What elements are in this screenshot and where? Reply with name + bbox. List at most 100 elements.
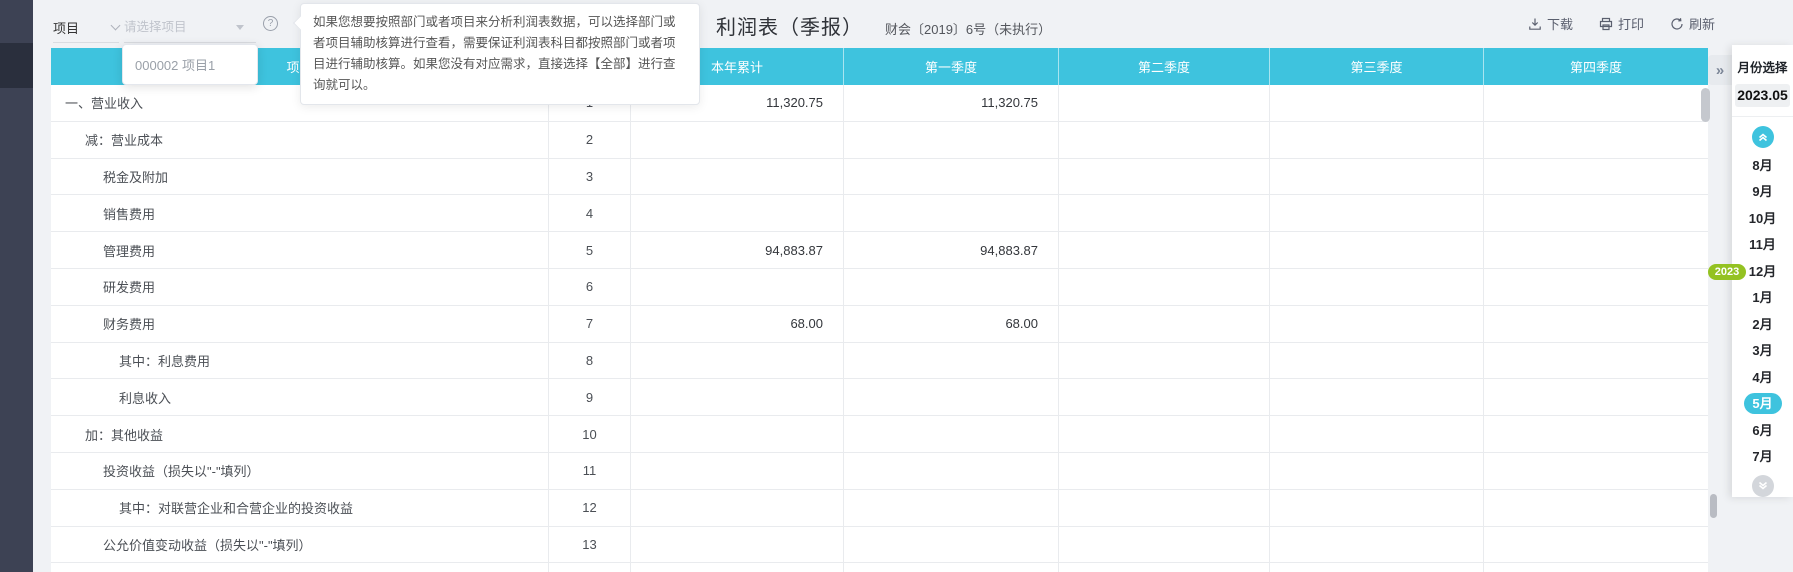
cell-ytd — [631, 158, 844, 195]
dropdown-caret-icon — [236, 24, 244, 30]
table-row — [51, 563, 1708, 572]
row-line-number: 2 — [549, 121, 631, 158]
cell-q4 — [1484, 490, 1708, 526]
cell-q2 — [1059, 195, 1270, 232]
cell-q4 — [1484, 306, 1708, 342]
printer-icon — [1599, 17, 1613, 30]
row-item-label: 财务费用 — [51, 305, 549, 342]
cell-q3 — [1270, 232, 1484, 268]
cell-ytd — [631, 342, 844, 379]
month-item[interactable]: 12月 — [1748, 263, 1777, 279]
page-scrollbar-thumb[interactable] — [1710, 494, 1717, 518]
project-type-select[interactable]: 项目 — [53, 12, 121, 43]
cell-q4 — [1484, 563, 1708, 572]
cell-ytd — [631, 121, 844, 158]
column-header-q2: 第二季度 — [1059, 48, 1270, 85]
table-row: 加：其他收益 10 — [51, 416, 1708, 453]
cell-q2 — [1059, 268, 1270, 305]
year-badge: 2023 — [1708, 264, 1746, 280]
month-item[interactable]: 5月 — [1732, 391, 1793, 418]
row-item-label: 研发费用 — [51, 268, 549, 305]
month-item[interactable]: 3月 — [1752, 343, 1773, 359]
table-row: 研发费用 6 — [51, 268, 1708, 306]
row-line-number: 5 — [549, 232, 631, 268]
cell-q4 — [1484, 343, 1708, 379]
project-dropdown: 000002 项目1 — [122, 44, 258, 85]
row-line-number: 7 — [549, 305, 631, 342]
row-line-number: 4 — [549, 195, 631, 232]
refresh-icon — [1671, 17, 1683, 30]
cell-q1 — [844, 121, 1059, 158]
project-search-input[interactable] — [124, 20, 236, 34]
month-item[interactable]: 2月 — [1752, 316, 1773, 332]
cell-ytd — [631, 416, 844, 452]
table-row: 管理费用 5 94,883.87 94,883.87 — [51, 232, 1708, 269]
cell-ytd — [631, 563, 844, 572]
cell-q1 — [844, 563, 1059, 572]
column-header-q3: 第三季度 — [1270, 48, 1484, 85]
cell-q1 — [844, 158, 1059, 195]
cell-q1 — [844, 416, 1059, 452]
selected-period: 2023.05 — [1735, 84, 1790, 107]
cell-q4 — [1484, 379, 1708, 415]
active-nav-item[interactable] — [0, 43, 33, 88]
project-picker[interactable] — [124, 12, 256, 43]
left-nav-rail[interactable] — [0, 0, 33, 572]
project-dropdown-option[interactable]: 000002 项目1 — [135, 58, 216, 73]
download-button[interactable]: 下载 — [1528, 14, 1573, 33]
month-panel-title: 月份选择 — [1737, 61, 1788, 75]
cell-q1 — [844, 452, 1059, 489]
cell-q3 — [1270, 416, 1484, 452]
table-scrollbar-thumb[interactable] — [1701, 88, 1710, 122]
cell-q2 — [1059, 305, 1270, 342]
cell-q3 — [1270, 121, 1484, 158]
panel-collapse-tab[interactable]: » — [1708, 55, 1732, 85]
row-item-label: 减：营业成本 — [51, 121, 549, 158]
report-header: 利润表（季报） 财会〔2019〕6号（未执行） — [716, 11, 1051, 40]
cell-ytd: 68.00 — [631, 305, 844, 342]
cell-q4 — [1484, 527, 1708, 563]
cell-q4 — [1484, 159, 1708, 195]
cell-q3 — [1270, 452, 1484, 489]
cell-q1: 94,883.87 — [844, 232, 1059, 268]
download-icon — [1529, 18, 1541, 30]
page-title: 利润表（季报） — [716, 17, 863, 39]
cell-q2 — [1059, 379, 1270, 416]
table-row: 销售费用 4 — [51, 195, 1708, 233]
refresh-button[interactable]: 刷新 — [1670, 14, 1715, 33]
cell-q4 — [1484, 232, 1708, 268]
cell-q1 — [844, 526, 1059, 563]
cell-q1 — [844, 489, 1059, 526]
table-row: 其中：利息费用 8 — [51, 342, 1708, 380]
cell-q4 — [1484, 122, 1708, 158]
month-item[interactable]: 1月 — [1752, 290, 1773, 306]
profit-report-table: 项目 行次 本年累计 第一季度 第二季度 第三季度 第四季度 一、营业收入 1 … — [51, 48, 1708, 572]
month-item[interactable]: 8月 — [1752, 157, 1773, 173]
row-item-label: 公允价值变动收益（损失以"-"填列） — [51, 526, 549, 563]
cell-q1: 11,320.75 — [844, 85, 1059, 121]
month-item[interactable]: 4月 — [1752, 369, 1773, 385]
cell-ytd — [631, 452, 844, 489]
scroll-months-up-button[interactable] — [1751, 126, 1774, 148]
row-item-label: 投资收益（损失以"-"填列） — [51, 452, 549, 489]
tooltip-text: 如果您想要按照部门或者项目来分析利润表数据，可以选择部门或者项目辅助核算进行查看… — [313, 15, 676, 92]
help-tooltip: 如果您想要按照部门或者项目来分析利润表数据，可以选择部门或者项目辅助核算进行查看… — [292, 3, 700, 105]
month-item[interactable]: 6月 — [1752, 422, 1773, 438]
month-item[interactable]: 7月 — [1752, 449, 1773, 465]
row-line-number: 11 — [549, 452, 631, 489]
print-button[interactable]: 打印 — [1599, 14, 1644, 33]
double-chevron-down-icon — [1758, 481, 1767, 490]
cell-q2 — [1059, 489, 1270, 526]
cell-q3 — [1270, 268, 1484, 305]
table-row: 其中：对联营企业和合营企业的投资收益 12 — [51, 489, 1708, 527]
scroll-months-down-button[interactable] — [1751, 475, 1774, 497]
cell-q3 — [1270, 489, 1484, 526]
table-row: 减：营业成本 2 — [51, 121, 1708, 159]
row-line-number — [549, 563, 631, 572]
cell-q2 — [1059, 416, 1270, 452]
month-item[interactable]: 11月 — [1749, 237, 1776, 253]
row-item-label: 其中：对联营企业和合营企业的投资收益 — [51, 489, 549, 526]
month-item[interactable]: 9月 — [1752, 184, 1773, 200]
month-item[interactable]: 10月 — [1748, 210, 1777, 226]
help-icon[interactable]: ? — [263, 16, 278, 31]
